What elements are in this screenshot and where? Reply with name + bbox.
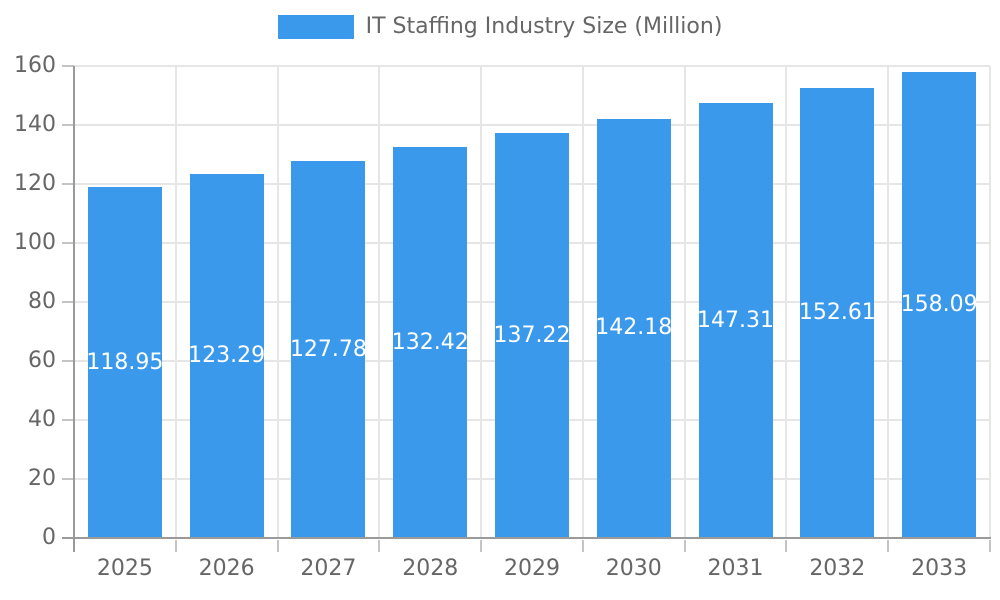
y-gridline xyxy=(74,65,990,67)
y-tick-mark xyxy=(62,419,74,421)
x-gridline xyxy=(276,66,279,538)
x-gridline xyxy=(887,66,890,538)
bar-value-label: 147.31 xyxy=(697,307,775,333)
x-tick-label: 2028 xyxy=(402,556,459,581)
bar[interactable] xyxy=(393,147,468,537)
x-tick-mark xyxy=(581,540,584,552)
chart-legend[interactable]: IT Staffing Industry Size (Million) xyxy=(0,14,1000,39)
y-axis-line xyxy=(73,66,75,540)
bar-value-label: 132.42 xyxy=(391,329,469,355)
x-tick-label: 2030 xyxy=(605,556,662,581)
y-tick-label: 80 xyxy=(28,289,56,314)
y-tick-label: 60 xyxy=(28,348,56,373)
bar[interactable] xyxy=(698,103,773,537)
x-tick-mark xyxy=(683,540,686,552)
x-tick-label: 2031 xyxy=(707,556,764,581)
y-tick-mark xyxy=(62,360,74,362)
y-tick-label: 40 xyxy=(28,407,56,432)
y-tick-mark xyxy=(62,124,74,126)
bar-value-label: 123.29 xyxy=(188,343,266,369)
y-tick-label: 140 xyxy=(14,112,56,137)
x-tick-mark xyxy=(73,540,75,552)
x-tick-label: 2025 xyxy=(96,556,153,581)
x-gridline xyxy=(989,66,991,538)
x-gridline xyxy=(785,66,788,538)
x-axis-line xyxy=(73,537,991,539)
y-tick-label: 20 xyxy=(28,466,56,491)
x-tick-label: 2033 xyxy=(911,556,968,581)
x-tick-mark xyxy=(785,540,788,552)
bar[interactable] xyxy=(291,161,366,537)
y-tick-mark xyxy=(62,478,74,480)
x-gridline xyxy=(480,66,483,538)
y-tick-label: 160 xyxy=(14,53,56,78)
legend-swatch xyxy=(277,14,354,39)
x-tick-mark xyxy=(480,540,483,552)
bar[interactable] xyxy=(902,71,977,537)
y-tick-label: 120 xyxy=(14,171,56,196)
bar-value-label: 142.18 xyxy=(595,315,673,341)
bar[interactable] xyxy=(495,133,569,537)
y-tick-label: 100 xyxy=(14,230,56,255)
bar-value-label: 152.61 xyxy=(798,299,876,325)
x-tick-label: 2029 xyxy=(503,556,560,581)
y-tick-label: 0 xyxy=(42,525,56,550)
bar-value-label: 127.78 xyxy=(289,336,367,362)
x-gridline xyxy=(683,66,686,538)
x-gridline xyxy=(378,66,381,538)
legend-label: IT Staffing Industry Size (Million) xyxy=(365,14,723,39)
bar[interactable] xyxy=(596,118,671,537)
x-gridline xyxy=(174,66,177,538)
x-tick-label: 2026 xyxy=(198,556,255,581)
x-tick-mark xyxy=(276,540,279,552)
x-tick-label: 2032 xyxy=(809,556,866,581)
x-tick-mark xyxy=(378,540,381,552)
x-tick-label: 2027 xyxy=(300,556,357,581)
y-tick-mark xyxy=(62,183,74,185)
x-tick-mark xyxy=(887,540,890,552)
bar-value-label: 158.09 xyxy=(900,291,978,317)
bar[interactable] xyxy=(87,187,162,537)
y-tick-mark xyxy=(62,537,74,539)
y-tick-mark xyxy=(62,242,74,244)
bar[interactable] xyxy=(800,87,875,537)
bar-value-label: 118.95 xyxy=(86,349,164,375)
x-tick-mark xyxy=(989,540,991,552)
y-tick-mark xyxy=(62,65,74,67)
bar[interactable] xyxy=(189,174,264,537)
y-tick-mark xyxy=(62,301,74,303)
x-gridline xyxy=(581,66,584,538)
x-tick-mark xyxy=(174,540,177,552)
bar-value-label: 137.22 xyxy=(493,322,571,348)
y-gridline xyxy=(74,124,990,126)
